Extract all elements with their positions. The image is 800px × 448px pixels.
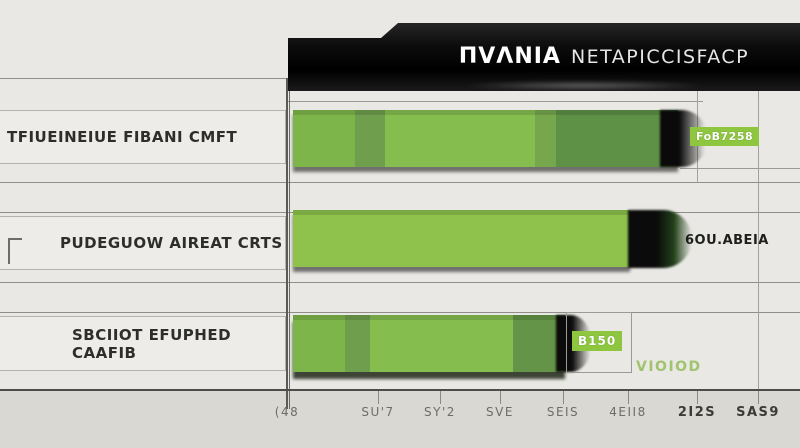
x-tick [563,391,564,404]
gridline-row3-top [0,312,800,313]
category-label-text: SBCIIOT EFUPHED CAAFIB [72,325,232,362]
bar-row-1 [293,110,678,167]
vertical-gridline-2 [758,78,759,390]
x-tick-label: SAS9 [736,405,780,420]
x-tick [440,391,441,404]
bar-row-3-outline-box [566,312,632,373]
x-tick-label: SVE [486,405,514,419]
header-banner: ΠVΛNIA NETAPICCISFACP [288,23,800,91]
gridline-row2-bottom [0,282,800,283]
category-label-text: PUDEGUOW AIREAT CRTS [60,234,283,252]
category-label-row3: SBCIIOT EFUPHED CAAFIB [0,316,286,371]
x-tick [378,391,379,404]
bar-row-3-note: VIOIOD [636,359,702,375]
bar-row-2-end-shadow [628,210,692,268]
bar-row-2 [293,210,630,267]
x-tick [628,391,629,404]
bar-row-2-value-label: 6OU.ABEIA [685,233,769,248]
x-tick [758,391,759,404]
x-axis-line [0,389,800,391]
x-tick [500,391,501,404]
model-name-text: NETAPICCISFACP [570,45,750,68]
bar-row-3 [293,315,565,372]
bar-row-3-value-badge: B150 [572,331,623,351]
category-label-row2: PUDEGUOW AIREAT CRTS [0,216,286,270]
x-tick-label: SEIS [546,405,580,419]
below-axis-strip [0,391,800,448]
category-label-row1: TFIUEINEIUE FIBANI CMFT [0,110,286,164]
x-tick-label: 4EII8 [609,405,647,419]
brand-logo-text: ΠVΛNIA [458,44,561,69]
corner-bracket-icon [8,238,22,264]
gridline-row1-right [680,168,800,169]
x-tick [697,391,698,404]
y-axis-line [286,78,290,409]
gridline-under-header [288,101,703,102]
category-label-text: TFIUEINEIUE FIBANI CMFT [7,128,238,146]
x-tick-label: SU'7 [361,405,395,419]
gridline-row1-bottom [0,182,800,183]
gridline-top [0,78,290,79]
x-tick-label: 2I2S [677,405,717,420]
x-tick-label: SY'2 [424,405,456,419]
bar-row-1-value-badge: FoB7258 [690,127,760,146]
x-tick-label: (48 [274,405,300,419]
